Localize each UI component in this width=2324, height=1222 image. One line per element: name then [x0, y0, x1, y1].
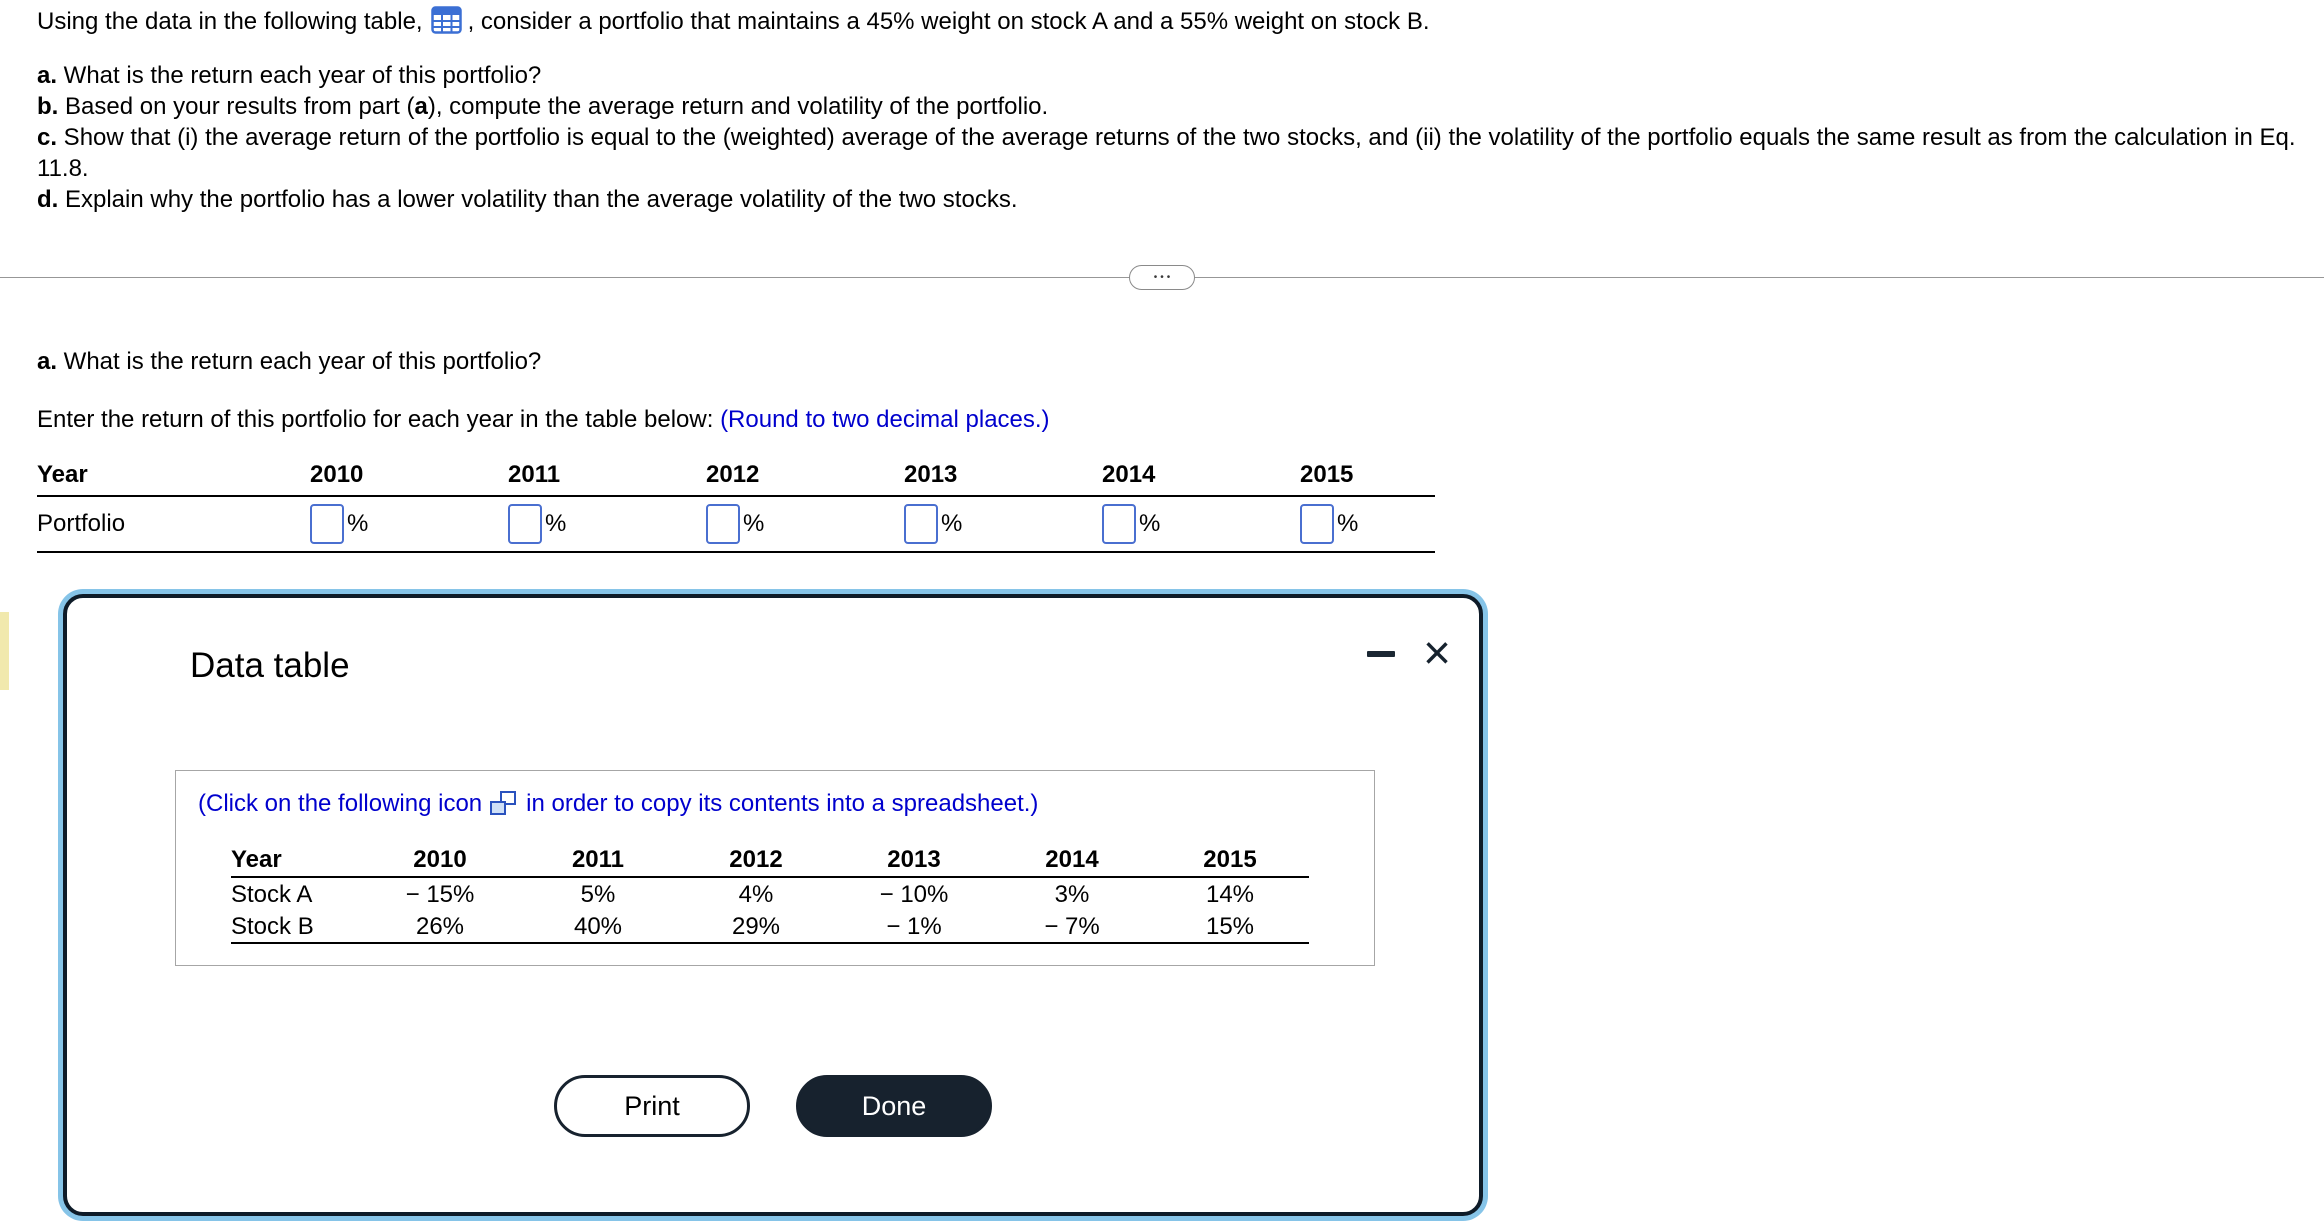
percent-sign: % [941, 510, 963, 537]
part-b-bold: a [414, 93, 428, 120]
copy-panel: (Click on the following icon in order to … [175, 770, 1375, 966]
part-d: d. Explain why the portfolio has a lower… [37, 184, 2299, 215]
hint-text-after: in order to copy its contents into a spr… [526, 790, 1039, 817]
done-button[interactable]: Done [796, 1075, 992, 1137]
percent-sign: % [545, 510, 567, 537]
stock-b-2015: 15% [1205, 912, 1255, 940]
part-d-label: d. [37, 186, 59, 213]
year-2012: 2012 [729, 845, 783, 873]
answer-section: a. What is the return each year of this … [37, 346, 1435, 553]
stock-a-2013: − 10% [879, 880, 949, 908]
part-a-text: What is the return each year of this por… [57, 62, 542, 89]
section-divider: ••• [0, 265, 2324, 290]
stock-a-2011: 5% [580, 880, 616, 908]
intro-text-before: Using the data in the following table, [37, 8, 423, 35]
part-b-text1: Based on your results from part ( [58, 93, 415, 120]
year-2015: 2015 [1300, 461, 1354, 488]
hint-text-before: (Click on the following icon [198, 790, 483, 817]
part-a: a. What is the return each year of this … [37, 60, 2299, 91]
stock-a-2010: − 15% [405, 880, 475, 908]
part-b-text2: ), compute the average return and volati… [427, 93, 1049, 120]
stock-b-2010: 26% [415, 912, 465, 940]
rounding-hint: (Round to two decimal places.) [720, 406, 1050, 433]
year-2014: 2014 [1045, 845, 1099, 873]
stock-a-row: Stock A − 15% 5% 4% − 10% 3% 14% [231, 878, 1309, 911]
stock-b-label: Stock B [231, 912, 314, 940]
stock-table-header: Year 2010 2011 2012 2013 2014 2015 [231, 843, 1309, 878]
percent-sign: % [1139, 510, 1161, 537]
percent-sign: % [743, 510, 765, 537]
part-b: b. Based on your results from part (a), … [37, 91, 2299, 122]
print-button[interactable]: Print [554, 1075, 750, 1137]
part-d-text: Explain why the portfolio has a lower vo… [58, 186, 1018, 213]
portfolio-return-input-2014[interactable] [1102, 504, 1136, 544]
dialog-buttons: Print Done [67, 1075, 1479, 1137]
copy-icon[interactable] [490, 791, 517, 815]
part-c-text: Show that (i) the average return of the … [37, 124, 2296, 182]
year-2010: 2010 [310, 461, 364, 488]
stock-b-2011: 40% [573, 912, 623, 940]
stock-b-2014: − 7% [1044, 912, 1100, 940]
question-a-label: a. [37, 348, 58, 375]
year-2012: 2012 [706, 461, 760, 488]
part-a-label: a. [37, 62, 58, 89]
left-edge-highlight [0, 612, 9, 690]
stock-a-2014: 3% [1054, 880, 1090, 908]
answer-table-header: Year 2010 2011 2012 2013 2014 2015 [37, 459, 1435, 497]
year-header: Year [37, 461, 88, 488]
year-2011: 2011 [571, 845, 625, 873]
portfolio-return-input-2012[interactable] [706, 504, 740, 544]
dialog-title: Data table [190, 646, 350, 685]
instruction-line: Enter the return of this portfolio for e… [37, 404, 1435, 435]
question-a: a. What is the return each year of this … [37, 346, 1435, 377]
portfolio-return-input-2011[interactable] [508, 504, 542, 544]
stock-b-row: Stock B 26% 40% 29% − 1% − 7% 15% [231, 911, 1309, 944]
stock-returns-table: Year 2010 2011 2012 2013 2014 2015 Stock… [231, 843, 1309, 944]
portfolio-label: Portfolio [37, 510, 126, 537]
part-c-label: c. [37, 124, 58, 151]
portfolio-return-input-2013[interactable] [904, 504, 938, 544]
divider-expand-button[interactable]: ••• [1129, 265, 1195, 290]
data-table-dialog: Data table × (Click on the following ico… [63, 594, 1483, 1216]
percent-sign: % [347, 510, 369, 537]
problem-statement: Using the data in the following table, ,… [37, 6, 2299, 215]
stock-a-2012: 4% [738, 880, 774, 908]
portfolio-return-input-2010[interactable] [310, 504, 344, 544]
stock-b-2012: 29% [731, 912, 781, 940]
spreadsheet-icon[interactable] [430, 6, 462, 42]
year-2014: 2014 [1102, 461, 1156, 488]
year-2013: 2013 [904, 461, 958, 488]
stock-b-2013: − 1% [886, 912, 942, 940]
close-icon[interactable]: × [1422, 627, 1451, 680]
stock-a-2015: 14% [1205, 880, 1255, 908]
portfolio-row: Portfolio % % % % % % [37, 497, 1435, 553]
year-header: Year [231, 845, 282, 873]
part-b-label: b. [37, 93, 59, 120]
year-2010: 2010 [413, 845, 467, 873]
instruction-text: Enter the return of this portfolio for e… [37, 406, 721, 433]
year-2011: 2011 [508, 461, 561, 488]
window-controls: × [1366, 627, 1451, 680]
percent-sign: % [1337, 510, 1359, 537]
ellipsis-icon: ••• [1153, 272, 1174, 283]
year-2013: 2013 [887, 845, 941, 873]
stock-a-label: Stock A [231, 880, 313, 908]
part-c: c. Show that (i) the average return of t… [37, 122, 2299, 184]
intro-text-after: , consider a portfolio that maintains a … [467, 8, 1430, 35]
answer-table: Year 2010 2011 2012 2013 2014 2015 Portf… [37, 459, 1435, 553]
year-2015: 2015 [1203, 845, 1257, 873]
copy-hint: (Click on the following icon in order to … [198, 789, 1374, 819]
problem-intro: Using the data in the following table, ,… [37, 6, 2299, 42]
portfolio-return-input-2015[interactable] [1300, 504, 1334, 544]
question-a-text: What is the return each year of this por… [57, 348, 542, 375]
minimize-icon[interactable] [1366, 651, 1395, 657]
